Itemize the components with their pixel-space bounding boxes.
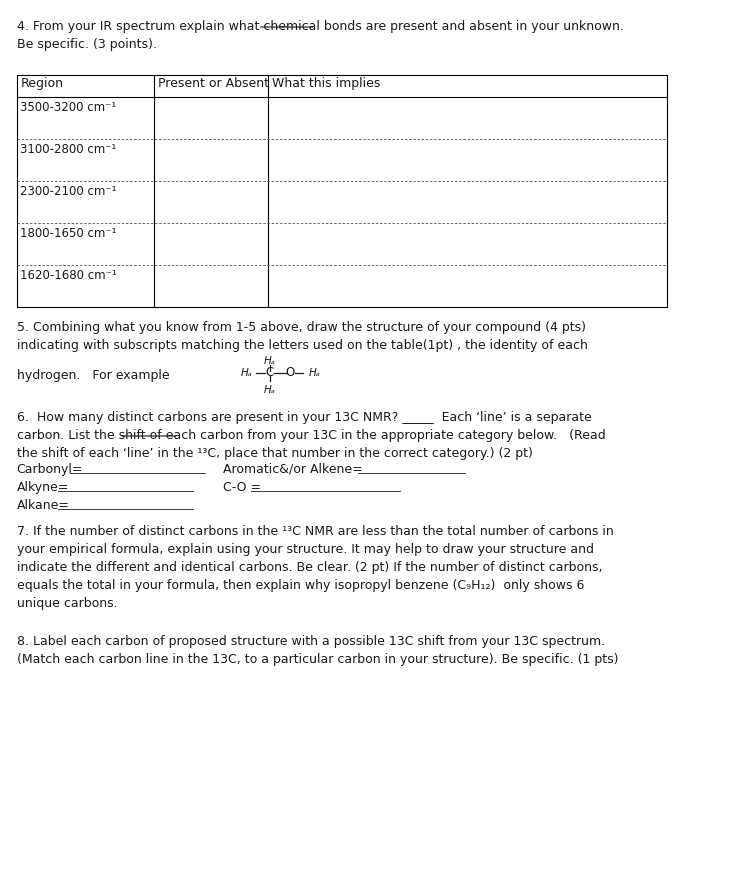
Text: Alkyne=: Alkyne= (17, 481, 69, 494)
Text: 2300-2100 cm⁻¹: 2300-2100 cm⁻¹ (21, 185, 117, 198)
Text: 4. From your IR spectrum explain what chemical bonds are present and absent in y: 4. From your IR spectrum explain what ch… (17, 20, 623, 51)
Text: What this implies: What this implies (272, 77, 380, 90)
Text: C: C (265, 367, 274, 380)
Text: 3100-2800 cm⁻¹: 3100-2800 cm⁻¹ (21, 143, 117, 156)
Text: Hₐ: Hₐ (241, 368, 253, 378)
Text: hydrogen.   For example: hydrogen. For example (17, 368, 169, 382)
Text: 1800-1650 cm⁻¹: 1800-1650 cm⁻¹ (21, 227, 117, 240)
Text: 7. If the number of distinct carbons in the ¹³C NMR are less than the total numb: 7. If the number of distinct carbons in … (17, 525, 614, 610)
Text: Aromatic&/or Alkene=: Aromatic&/or Alkene= (223, 463, 363, 476)
Text: 3500-3200 cm⁻¹: 3500-3200 cm⁻¹ (21, 101, 117, 114)
Text: Region: Region (21, 77, 63, 90)
Text: Hₐ: Hₐ (309, 368, 320, 378)
Text: 6.  How many distinct carbons are present in your 13C NMR? _____  Each ‘line’ is: 6. How many distinct carbons are present… (17, 411, 606, 460)
Text: Hₐ: Hₐ (264, 356, 276, 366)
Text: Present or Absent: Present or Absent (158, 77, 269, 90)
Text: Carbonyl=: Carbonyl= (17, 463, 83, 476)
Text: Hₐ: Hₐ (264, 385, 276, 395)
Text: O: O (286, 367, 295, 380)
Text: Alkane=: Alkane= (17, 499, 70, 512)
Text: 8. Label each carbon of proposed structure with a possible 13C shift from your 1: 8. Label each carbon of proposed structu… (17, 635, 618, 666)
Text: 5. Combining what you know from 1-5 above, draw the structure of your compound (: 5. Combining what you know from 1-5 abov… (17, 321, 587, 352)
Text: C-O =: C-O = (223, 481, 262, 494)
Text: 1620-1680 cm⁻¹: 1620-1680 cm⁻¹ (21, 269, 117, 282)
